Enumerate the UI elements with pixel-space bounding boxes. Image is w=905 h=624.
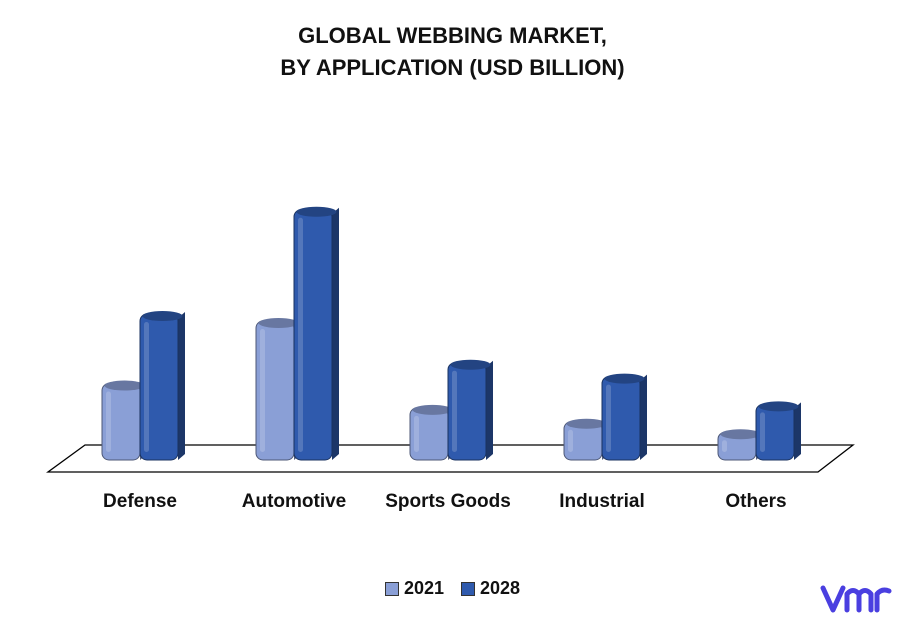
legend-swatch-2021 — [384, 581, 399, 596]
bar-2028-others — [755, 401, 801, 461]
bars-group — [101, 206, 801, 461]
legend-item-2028: 2028 — [461, 578, 520, 599]
legend-label-2021: 2021 — [403, 578, 444, 598]
bar-2028-industrial — [601, 373, 647, 461]
category-labels: Defense Automotive Sports Goods Industrial O… — [103, 491, 787, 512]
legend-label-2028: 2028 — [480, 578, 521, 598]
chart-title-line-2: BY APPLICATION (USD BILLION) — [280, 55, 625, 80]
bar-2028-automotive — [293, 206, 339, 461]
vmr-logo-icon — [820, 585, 892, 613]
chart-title-line-1: GLOBAL WEBBING MARKET, — [298, 23, 607, 48]
category-label-defense: Defense — [103, 491, 177, 512]
bar-2021-industrial — [563, 418, 609, 461]
bar-2028-sports-goods — [447, 359, 493, 461]
category-label-sports-goods: Sports Goods — [385, 491, 511, 512]
chart-title: GLOBAL WEBBING MARKET, BY APPLICATION (U… — [0, 20, 905, 84]
bar-2028-defense — [139, 311, 185, 461]
category-label-industrial: Industrial — [559, 491, 645, 512]
legend: 2021 2028 — [0, 578, 905, 601]
category-label-automotive: Automotive — [242, 491, 347, 512]
legend-swatch-2028 — [461, 581, 475, 596]
category-label-others: Others — [725, 491, 786, 512]
bar-chart: Defense Automotive Sports Goods Industrial O… — [46, 206, 855, 512]
legend-item-2021: 2021 — [384, 578, 444, 599]
